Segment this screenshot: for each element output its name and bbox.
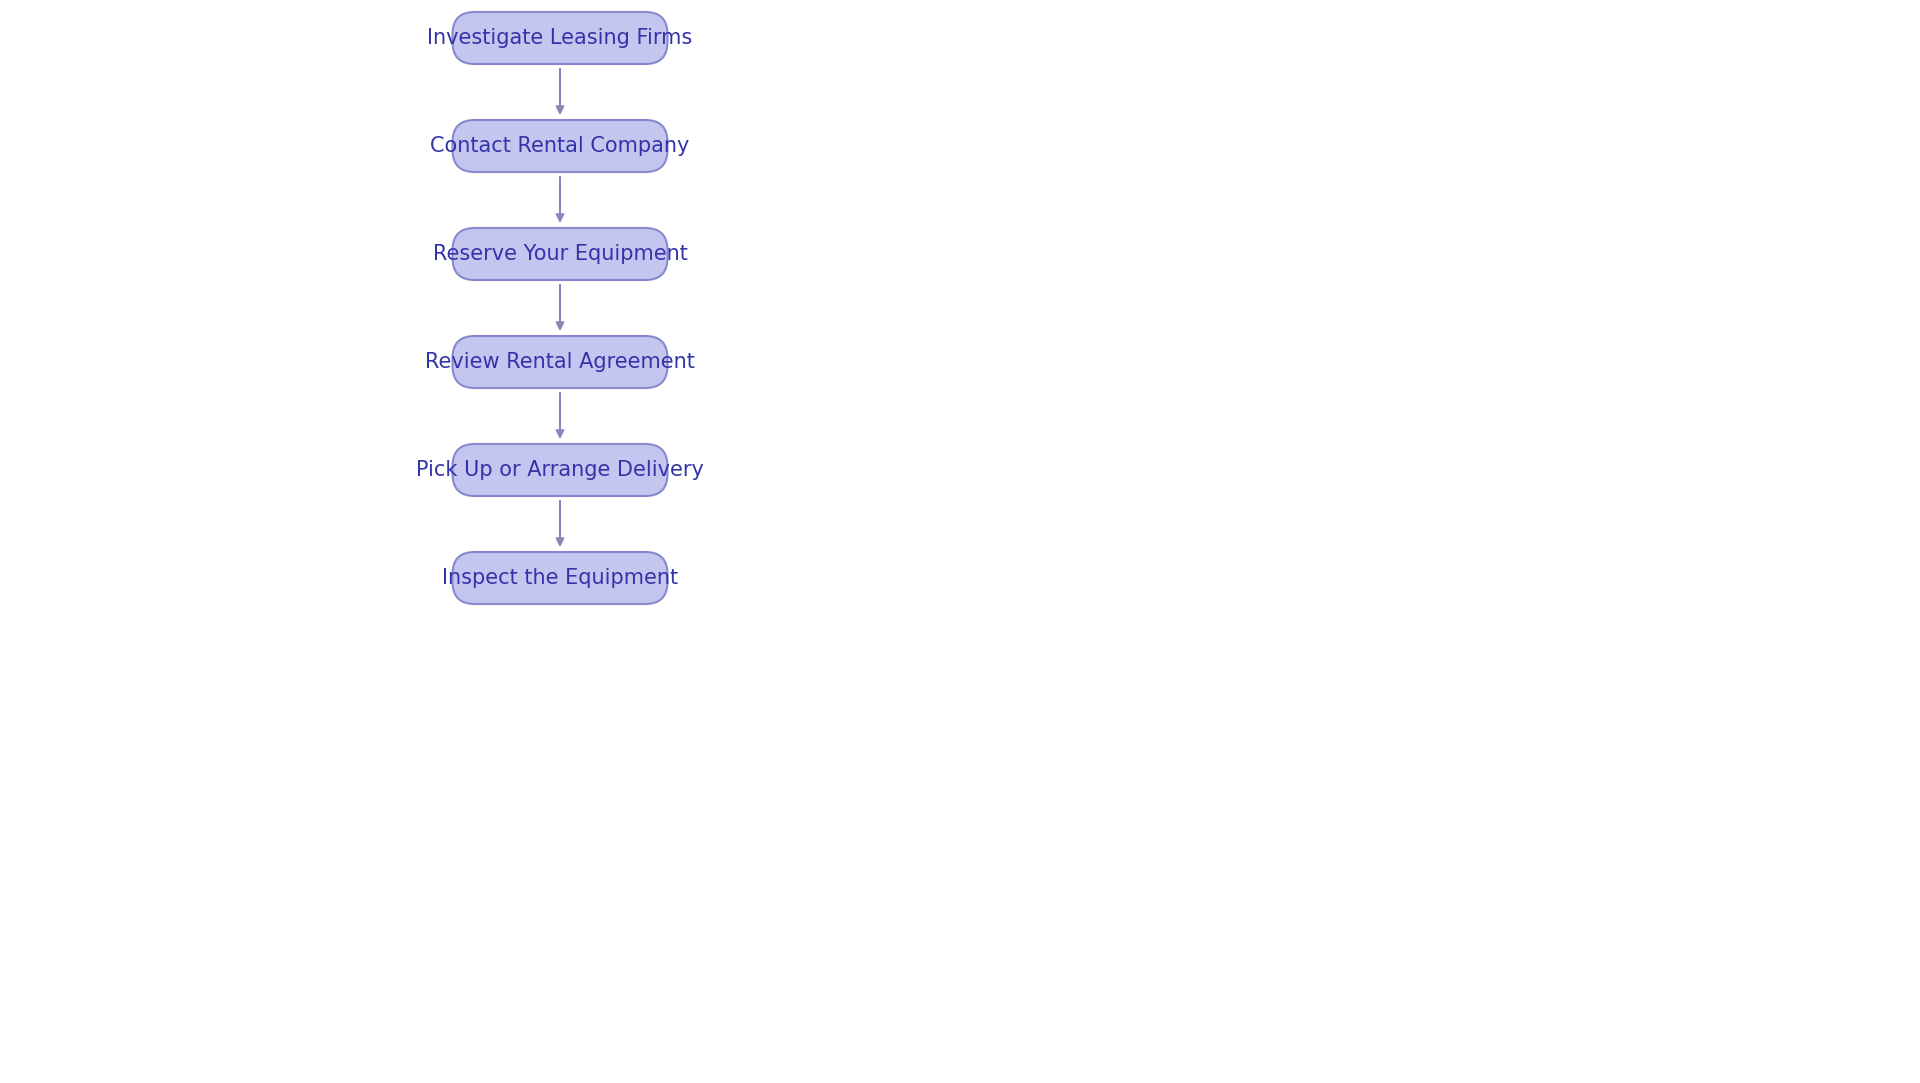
Text: Contact Rental Company: Contact Rental Company: [430, 136, 689, 156]
FancyBboxPatch shape: [453, 229, 668, 280]
Text: Investigate Leasing Firms: Investigate Leasing Firms: [428, 28, 693, 48]
FancyBboxPatch shape: [453, 336, 668, 388]
Text: Reserve Your Equipment: Reserve Your Equipment: [432, 244, 687, 264]
FancyBboxPatch shape: [453, 12, 668, 64]
Text: Pick Up or Arrange Delivery: Pick Up or Arrange Delivery: [417, 460, 705, 480]
FancyBboxPatch shape: [453, 120, 668, 172]
FancyBboxPatch shape: [453, 444, 668, 496]
FancyBboxPatch shape: [453, 552, 668, 604]
Text: Inspect the Equipment: Inspect the Equipment: [442, 567, 678, 588]
Text: Review Rental Agreement: Review Rental Agreement: [424, 352, 695, 371]
